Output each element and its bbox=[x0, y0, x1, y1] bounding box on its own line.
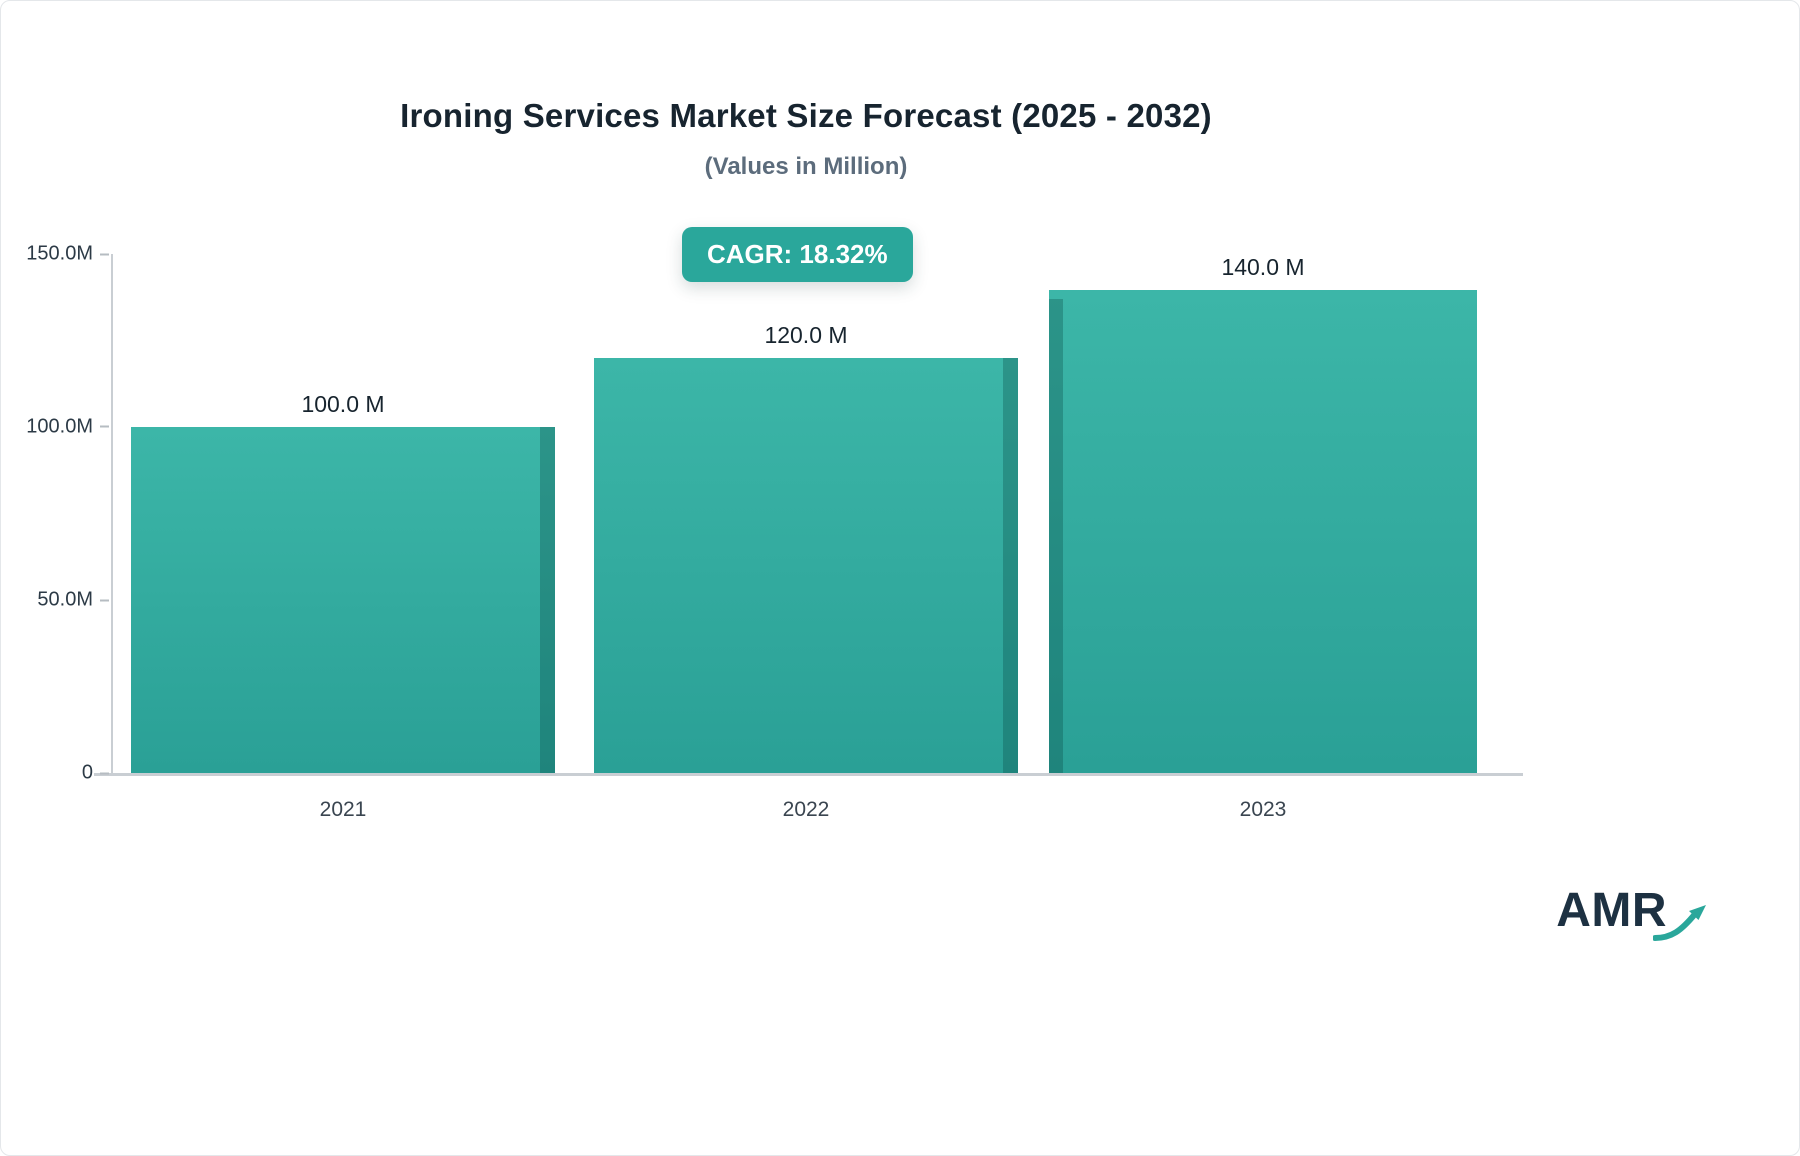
x-axis-label-2021: 2021 bbox=[319, 798, 367, 821]
chart-title: Ironing Services Market Size Forecast (2… bbox=[400, 97, 1212, 134]
bar-group-2022: 120.0 M 2022 bbox=[594, 254, 1018, 821]
plot-area: 150.0M 100.0M 50.0M 0 100.0 M 2021 120.0… bbox=[26, 243, 1523, 821]
bar-2023 bbox=[1049, 290, 1477, 773]
bar-group-2023: 140.0 M 2023 bbox=[1049, 254, 1477, 821]
bar-2021 bbox=[131, 427, 555, 773]
cagr-badge: CAGR: 18.32% bbox=[682, 227, 913, 282]
bar-2022 bbox=[594, 357, 1018, 774]
bar-value-label-2023: 140.0 M bbox=[1221, 254, 1305, 280]
bar-group-2021: 100.0 M 2021 bbox=[131, 254, 555, 821]
bar-value-label-2021: 100.0 M bbox=[301, 391, 385, 417]
y-tick-label-100: 100.0M bbox=[1, 415, 109, 438]
y-tick-label-0: 0 bbox=[1, 762, 109, 785]
y-tick-label-50: 50.0M bbox=[1, 589, 109, 612]
chart-subtitle: (Values in Million) bbox=[704, 153, 908, 180]
chart-header: Ironing Services Market Size Forecast (2… bbox=[1, 1, 1611, 181]
amr-logo-text: AMR bbox=[1556, 884, 1667, 937]
amr-logo: AMR bbox=[1556, 883, 1729, 941]
y-tick-label-150: 150.0M bbox=[1, 243, 109, 266]
growth-arrow-icon bbox=[1653, 905, 1706, 941]
x-axis-label-2022: 2022 bbox=[782, 798, 830, 821]
bar-value-label-2022: 120.0 M bbox=[764, 321, 848, 348]
x-axis-label-2023: 2023 bbox=[1239, 798, 1287, 821]
